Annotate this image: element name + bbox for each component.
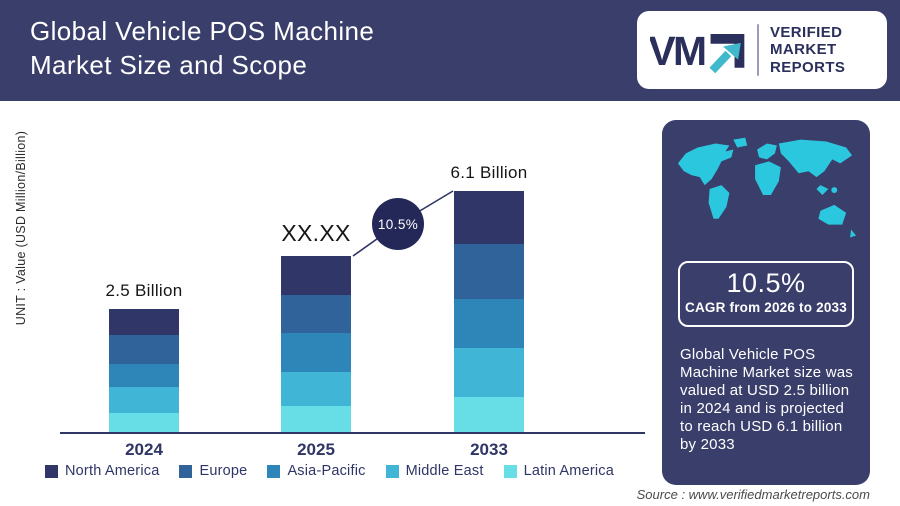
bar-segment-latin-america [454, 397, 524, 433]
bar-segment-europe [109, 335, 179, 364]
brand-name: VERIFIED MARKET REPORTS [770, 24, 845, 77]
bar-segment-latin-america [281, 406, 351, 433]
bar-segment-europe [454, 244, 524, 299]
bar-segment-latin-america [109, 413, 179, 433]
source-attribution: Source : www.verifiedmarketreports.com [636, 487, 870, 502]
legend-item-europe: Europe [179, 463, 247, 479]
page-title: Global Vehicle POS Machine Market Size a… [30, 16, 375, 80]
bar-segment-middle-east [454, 348, 524, 397]
legend-item-asia-pacific: Asia-Pacific [267, 463, 365, 479]
bar-2033 [454, 191, 524, 433]
bar-segment-middle-east [109, 387, 179, 413]
bar-value-label-2033: 6.1 Billion [450, 163, 528, 182]
logo-divider [757, 24, 759, 76]
legend-swatch-latin-america [503, 464, 517, 478]
legend-label-europe: Europe [199, 463, 248, 479]
legend: North America Europe Asia-Pacific Middle Ea… [45, 463, 614, 479]
bar-2024 [109, 309, 179, 433]
legend-swatch-europe [179, 464, 193, 478]
legend-item-latin-america: Latin America [503, 463, 615, 479]
legend-label-north-america: North America [65, 463, 160, 479]
bar-segment-asia-pacific [281, 333, 351, 372]
legend-swatch-middle-east [385, 464, 399, 478]
legend-label-latin-america: Latin America [523, 463, 615, 479]
bar-segment-north-america [109, 309, 179, 335]
y-axis-label: UNIT : Value (USD Million/Billion) [14, 130, 28, 326]
legend-label-middle-east: Middle East [405, 463, 484, 479]
bar-segment-europe [281, 295, 351, 333]
bar-segment-middle-east [281, 372, 351, 406]
x-axis-line [60, 432, 645, 434]
legend-label-asia-pacific: Asia-Pacific [287, 463, 366, 479]
x-tick-2024: 2024 [125, 440, 163, 459]
bar-segment-asia-pacific [109, 364, 179, 387]
x-tick-2025: 2025 [297, 440, 335, 459]
summary-panel: 10.5% CAGR from 2026 to 2033 Global Vehi… [662, 120, 870, 485]
brand-logo-box: VM VERIFIED MARKET REPORTS [637, 11, 887, 89]
brand-line-1: VERIFIED [770, 23, 843, 41]
legend-swatch-north-america [45, 464, 58, 478]
legend-swatch-asia-pacific [267, 464, 281, 478]
header-band: Global Vehicle POS Machine Market Size a… [0, 0, 900, 101]
bar-value-label-2024: 2.5 Billion [105, 281, 183, 300]
legend-item-middle-east: Middle East [385, 463, 484, 479]
brand-line-2: MARKET [770, 41, 837, 59]
world-map-icon [677, 137, 857, 238]
market-summary-text: Global Vehicle POS Machine Market size w… [680, 346, 853, 453]
cagr-callout-value: 10.5% [377, 216, 419, 232]
bar-segment-north-america [454, 191, 524, 244]
cagr-callout-badge: 10.5% [372, 198, 424, 250]
bar-value-label-2025: XX.XX [281, 220, 351, 246]
cagr-caption: CAGR from 2026 to 2033 [685, 300, 847, 315]
bar-segment-asia-pacific [454, 299, 524, 348]
brand-line-3: REPORTS [770, 58, 846, 76]
vmr-logo-icon: VM [650, 28, 745, 74]
bar-segment-north-america [281, 256, 351, 295]
svg-text:VM: VM [650, 28, 705, 74]
cagr-box: 10.5% CAGR from 2026 to 2033 [678, 261, 854, 327]
legend-item-north-america: North America [45, 463, 159, 479]
cagr-value: 10.5% [726, 268, 806, 298]
bar-2025 [281, 256, 351, 433]
x-tick-2033: 2033 [470, 440, 508, 459]
